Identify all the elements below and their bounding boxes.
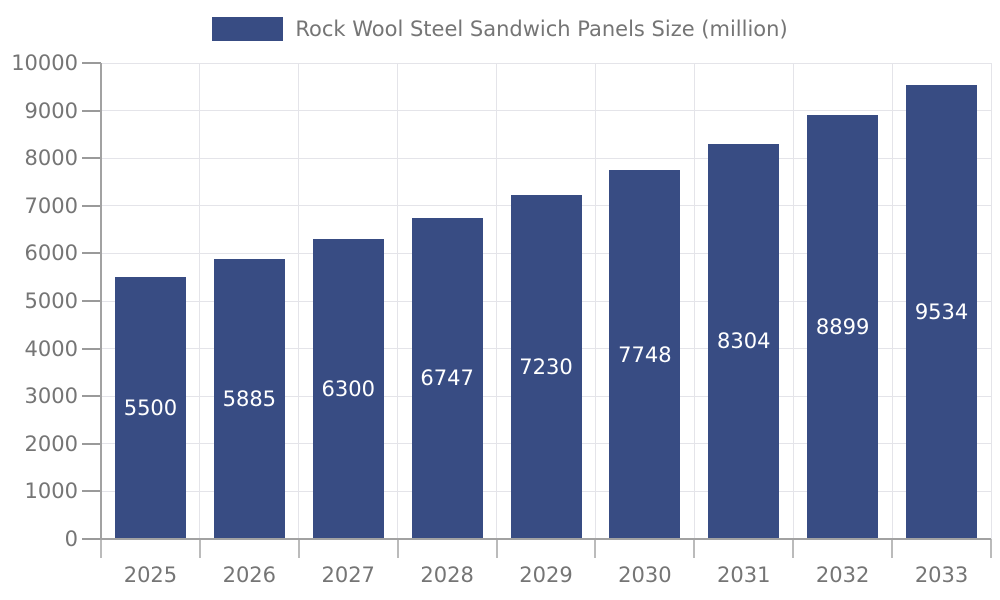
gridline-vertical-6 (693, 63, 695, 539)
x-tick-label-2030: 2030 (618, 563, 672, 587)
x-tick-label-2031: 2031 (717, 563, 771, 587)
x-tick-label-2026: 2026 (222, 563, 277, 587)
y-tick-label-1000: 1000 (24, 479, 78, 504)
bar-value-label-2026: 5885 (222, 386, 277, 411)
gridline-vertical-1 (199, 63, 201, 539)
bar-value-label-2027: 6300 (321, 377, 375, 402)
gridline-vertical-8 (891, 63, 893, 539)
y-tick-mark-5000 (82, 300, 101, 302)
x-tick-mark-9 (990, 539, 992, 558)
bar-2027 (312, 239, 384, 539)
gridline-vertical-5 (594, 63, 596, 539)
y-tick-label-8000: 8000 (24, 146, 78, 171)
y-tick-label-10000: 10000 (11, 51, 78, 75)
y-axis-line (100, 63, 102, 540)
x-tick-mark-0 (100, 539, 102, 558)
x-tick-mark-3 (396, 539, 399, 558)
bar-2032 (807, 115, 879, 539)
bar-value-label-2031: 8304 (717, 329, 771, 354)
x-tick-label-2033: 2033 (914, 563, 969, 587)
y-tick-mark-3000 (82, 395, 101, 398)
y-tick-mark-2000 (82, 442, 101, 445)
bar-2029 (510, 194, 582, 539)
bar-2028 (411, 217, 483, 539)
y-tick-mark-8000 (82, 157, 101, 160)
bar-value-label-2025: 5500 (123, 396, 178, 421)
x-tick-mark-5 (594, 539, 597, 558)
bar-value-label-2028: 6747 (420, 366, 474, 391)
y-tick-mark-4000 (82, 347, 101, 350)
y-tick-mark-9000 (82, 109, 101, 112)
x-tick-label-2032: 2032 (815, 563, 870, 587)
bar-2031 (708, 143, 780, 539)
y-tick-mark-6000 (82, 252, 101, 255)
x-tick-label-2027: 2027 (321, 563, 375, 587)
bar-2026 (213, 258, 285, 539)
gridline-horizontal-8000 (101, 157, 991, 159)
gridline-horizontal-10000 (101, 62, 991, 64)
y-tick-label-3000: 3000 (24, 384, 78, 409)
y-tick-mark-7000 (82, 204, 101, 207)
gridline-vertical-2 (298, 63, 300, 539)
y-tick-mark-1000 (82, 490, 101, 493)
bar-value-label-2033: 9534 (914, 300, 969, 325)
x-tick-mark-6 (693, 539, 696, 558)
bar-2025 (114, 277, 186, 539)
y-tick-mark-0 (82, 538, 101, 540)
legend-swatch (212, 17, 284, 41)
bar-value-label-2029: 7230 (519, 354, 573, 379)
y-tick-label-0: 0 (64, 527, 78, 551)
legend-label: Rock Wool Steel Sandwich Panels Size (mi… (295, 17, 788, 41)
y-tick-label-5000: 5000 (24, 289, 78, 313)
x-tick-mark-1 (198, 539, 201, 558)
gridline-vertical-9 (990, 63, 992, 539)
bar-value-label-2030: 7748 (618, 342, 672, 367)
y-tick-label-7000: 7000 (24, 193, 78, 218)
legend: Rock Wool Steel Sandwich Panels Size (mi… (0, 17, 1000, 41)
gridline-vertical-4 (496, 63, 498, 539)
bar-2033 (906, 85, 978, 539)
x-tick-label-2025: 2025 (123, 563, 178, 587)
y-tick-label-6000: 6000 (24, 241, 78, 266)
y-tick-mark-10000 (82, 62, 101, 64)
x-tick-mark-4 (495, 539, 498, 558)
gridline-horizontal-9000 (101, 110, 991, 112)
y-tick-label-2000: 2000 (24, 431, 78, 456)
x-tick-mark-7 (792, 539, 795, 558)
x-tick-label-2029: 2029 (519, 563, 573, 587)
y-tick-label-4000: 4000 (24, 336, 78, 361)
x-tick-label-2028: 2028 (420, 563, 474, 587)
gridline-vertical-7 (792, 63, 794, 539)
bar-2030 (609, 170, 681, 539)
x-axis-line (100, 538, 991, 540)
x-tick-mark-8 (891, 539, 894, 558)
gridline-vertical-3 (397, 63, 399, 539)
bar-value-label-2032: 8899 (815, 315, 870, 340)
x-tick-mark-2 (297, 539, 300, 558)
y-tick-label-9000: 9000 (24, 98, 78, 123)
